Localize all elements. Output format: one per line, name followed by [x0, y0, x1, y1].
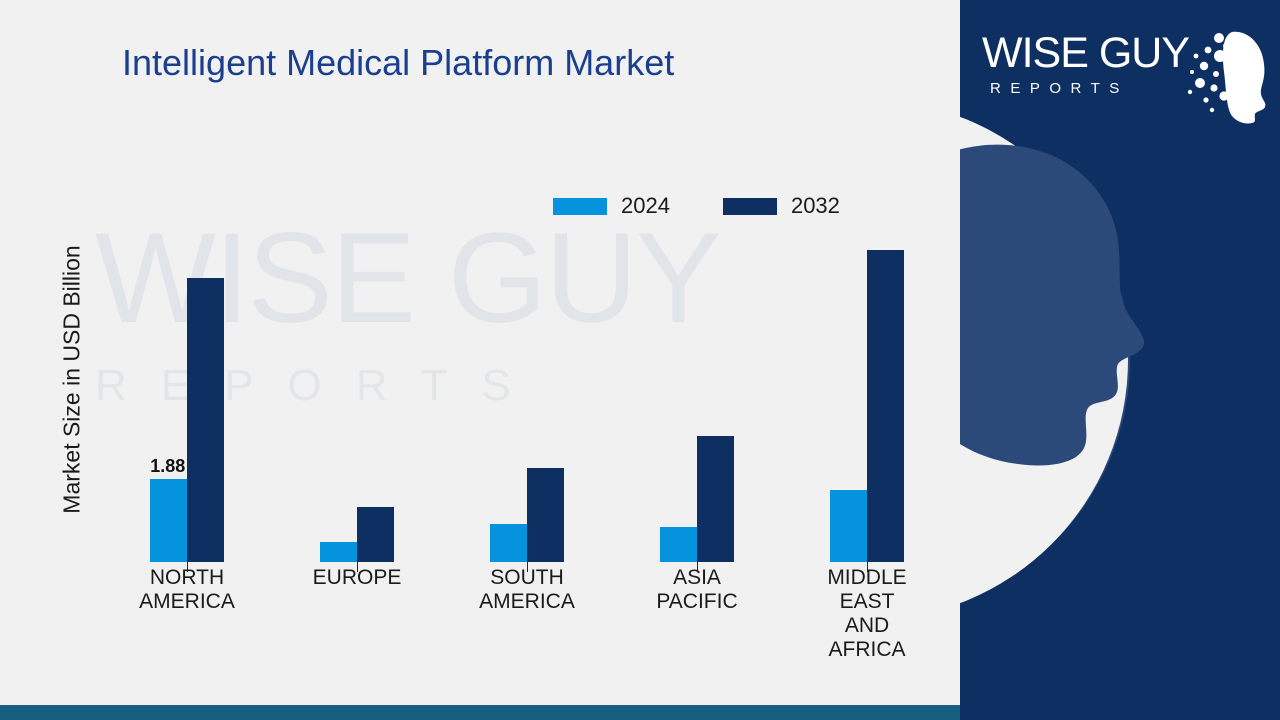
bar-group: 1.88 NORTH AMERICA [139, 0, 235, 720]
bar-2032[interactable] [867, 250, 904, 562]
category-label-line: AND [844, 614, 890, 637]
bar-2024[interactable] [830, 490, 867, 562]
x-axis-tick [867, 562, 868, 572]
logo-head-profile-icon [1187, 31, 1266, 124]
category-label-line: EAST [839, 590, 895, 613]
x-axis-tick [527, 562, 528, 572]
bar-2032[interactable] [187, 278, 224, 562]
category-label-line: AFRICA [828, 638, 906, 661]
bar-2024[interactable] [490, 524, 527, 562]
x-axis-tick [357, 562, 358, 572]
legend-label-2024: 2024 [621, 193, 670, 218]
plot-area: Market Size in USD Billion 2024 2032 1.8… [59, 0, 907, 720]
x-axis-category-label: NORTH AMERICA [112, 566, 262, 614]
x-axis-category-label: EUROPE [282, 566, 432, 590]
bar-2032[interactable] [697, 436, 734, 562]
chart-title: Intelligent Medical Platform Market [122, 42, 675, 83]
legend-swatch-2032 [722, 197, 777, 215]
brand-logo: WISE GUY REPORTS [982, 29, 1266, 124]
logo-subtext: REPORTS [990, 80, 1129, 97]
bar-2032[interactable] [357, 507, 394, 562]
legend-item-2032[interactable]: 2032 [722, 193, 840, 219]
bar-group: ASIA PACIFIC [656, 0, 738, 720]
category-label-line: PACIFIC [656, 590, 738, 613]
chart-legend: 2024 2032 [553, 193, 840, 219]
x-axis-category-label: SOUTH AMERICA [452, 566, 602, 614]
bar-2024[interactable] [320, 542, 357, 562]
bar-2024[interactable] [660, 527, 697, 562]
x-axis-tick [697, 562, 698, 572]
category-label-line: AMERICA [479, 590, 575, 613]
x-axis-category-label: MIDDLE EAST AND AFRICA [792, 566, 942, 662]
bar-2024[interactable]: 1.88 [150, 456, 187, 562]
category-label-line: MIDDLE [827, 566, 907, 589]
bottom-accent-bar [0, 705, 960, 720]
x-axis-tick [187, 562, 188, 572]
bar-group: EUROPE [313, 0, 401, 720]
category-label-line: NORTH [149, 566, 225, 589]
logo-wordmark: WISE GUY [982, 29, 1190, 77]
category-label-line: ASIA [673, 566, 721, 589]
category-label-line: SOUTH [490, 566, 564, 589]
x-axis-category-label: ASIA PACIFIC [622, 566, 772, 614]
bar-group: MIDDLE EAST AND AFRICA [827, 0, 907, 720]
brand-panel: WISE GUY REPORTS [960, 0, 1280, 720]
bar-groups: 1.88 NORTH AMERICA EUROPE SOUTH AMERICA ASIA PA… [139, 0, 907, 720]
legend-swatch-2024 [553, 197, 607, 215]
bar-2032[interactable] [527, 468, 564, 562]
category-label-line: EUROPE [312, 566, 402, 589]
legend-label-2032: 2032 [790, 193, 840, 218]
category-label-line: AMERICA [139, 590, 235, 613]
bar-value-label: 1.88 [150, 456, 186, 476]
legend-item-2024[interactable]: 2024 [553, 193, 670, 219]
head-profile-icon [960, 144, 1145, 466]
bar-group: SOUTH AMERICA [479, 0, 575, 720]
